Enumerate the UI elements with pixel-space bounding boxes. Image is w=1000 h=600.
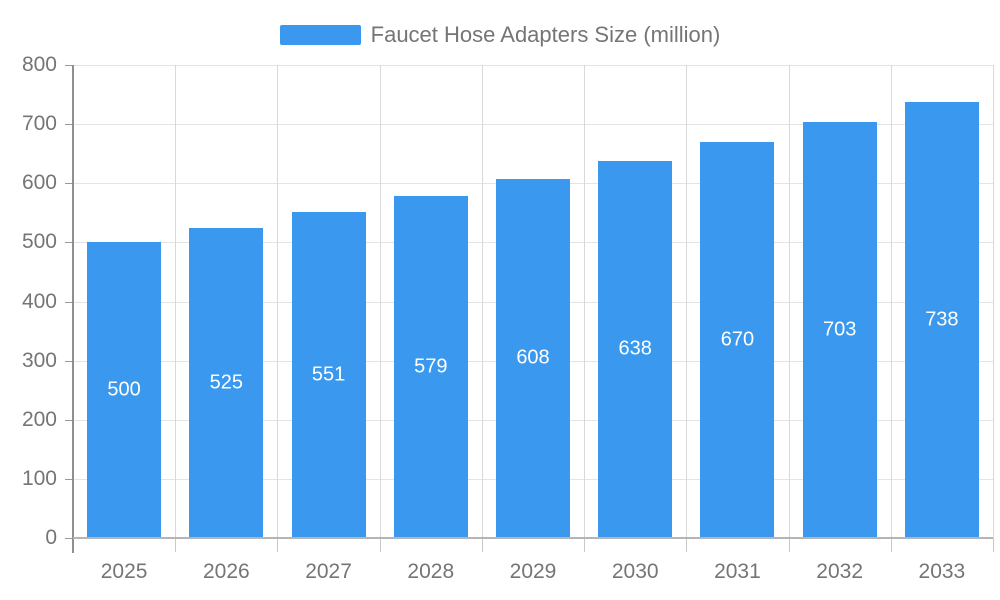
bar[interactable] xyxy=(802,122,877,538)
y-axis-label: 0 xyxy=(45,526,57,549)
v-gridline xyxy=(584,65,586,538)
bar-value-label: 703 xyxy=(822,318,857,341)
y-axis-label: 400 xyxy=(21,289,57,313)
bar-value-label: 738 xyxy=(925,308,959,331)
h-gridline xyxy=(73,65,993,66)
bar[interactable] xyxy=(700,141,775,538)
x-axis-label: 2027 xyxy=(305,560,352,583)
bar[interactable] xyxy=(291,212,366,538)
y-axis-line xyxy=(72,65,74,553)
y-axis-tick xyxy=(65,360,73,362)
x-axis-label: 2026 xyxy=(202,560,250,583)
y-axis-tick xyxy=(65,124,73,126)
bar[interactable] xyxy=(496,178,570,538)
v-gridline xyxy=(993,65,994,538)
x-axis-label: 2030 xyxy=(611,560,659,583)
y-axis-tick xyxy=(65,65,73,66)
legend-label: Faucet Hose Adapters Size (million) xyxy=(370,22,721,47)
v-gridline xyxy=(788,65,790,538)
x-axis-line xyxy=(73,537,993,539)
x-axis-label: 2025 xyxy=(100,560,148,583)
v-gridline xyxy=(481,65,483,538)
y-axis-label: 300 xyxy=(21,348,57,372)
y-axis-tick xyxy=(65,301,73,303)
bar-value-label: 670 xyxy=(720,328,755,351)
x-axis-tick xyxy=(788,538,790,552)
v-gridline xyxy=(686,65,688,538)
x-axis-tick xyxy=(277,538,279,552)
legend-swatch-icon xyxy=(279,25,361,45)
h-gridline xyxy=(73,124,993,126)
bar[interactable] xyxy=(87,242,162,538)
y-axis-tick xyxy=(65,478,73,480)
bar-value-label: 525 xyxy=(209,371,244,394)
x-axis-label: 2033 xyxy=(918,560,966,583)
bar[interactable] xyxy=(598,160,673,538)
y-axis-tick xyxy=(65,419,73,421)
v-gridline xyxy=(890,65,892,538)
y-axis-label: 100 xyxy=(21,466,57,490)
y-axis-tick xyxy=(65,183,73,185)
y-axis-label: 700 xyxy=(21,112,57,136)
x-axis-label: 2032 xyxy=(816,560,864,583)
v-gridline xyxy=(175,65,177,538)
x-axis-tick xyxy=(584,538,586,552)
bar-value-label: 500 xyxy=(107,378,141,401)
legend[interactable]: Faucet Hose Adapters Size (million) xyxy=(0,22,1000,48)
bar-value-label: 638 xyxy=(618,337,652,360)
v-gridline xyxy=(277,65,279,538)
x-axis-tick xyxy=(890,538,892,552)
bar[interactable] xyxy=(904,101,979,538)
plot-area: 0 100 200 300 400 500 600 700 800 500 2025 525 2026 5… xyxy=(22,54,994,583)
y-axis-label: 200 xyxy=(21,407,57,431)
bar[interactable] xyxy=(189,227,264,538)
bar-value-label: 551 xyxy=(311,363,346,386)
bar-value-label: 608 xyxy=(516,346,550,369)
v-gridline xyxy=(379,65,381,538)
x-axis-tick xyxy=(481,538,483,552)
y-axis-label: 600 xyxy=(21,171,57,195)
x-axis-tick xyxy=(379,538,381,552)
y-axis-tick xyxy=(65,242,73,244)
y-axis-label: 500 xyxy=(21,230,57,254)
x-axis-tick xyxy=(686,538,688,552)
x-axis-label: 2029 xyxy=(509,560,557,583)
x-axis-tick xyxy=(175,538,177,552)
bar-value-label: 579 xyxy=(414,355,448,378)
y-axis-label: 800 xyxy=(21,53,57,76)
x-axis-tick xyxy=(993,538,994,552)
bar[interactable] xyxy=(393,195,468,538)
x-axis-label: 2031 xyxy=(714,560,761,583)
y-axis-tick xyxy=(65,538,73,539)
x-axis-label: 2028 xyxy=(407,560,455,583)
